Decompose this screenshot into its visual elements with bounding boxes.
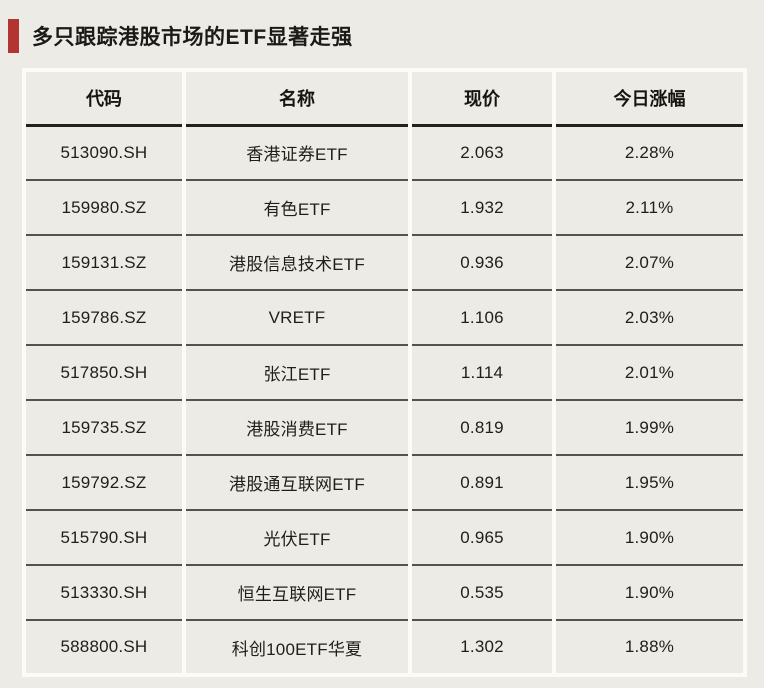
change-cell: 2.03% xyxy=(551,290,745,345)
header-cell-name: 名称 xyxy=(181,70,411,125)
table-row: 515790.SH 光伏ETF 0.965 1.90% xyxy=(24,510,745,565)
change-cell: 2.28% xyxy=(551,125,745,180)
price-cell: 0.936 xyxy=(408,235,554,290)
name-cell: VRETF xyxy=(181,290,411,345)
table-row: 159980.SZ 有色ETF 1.932 2.11% xyxy=(24,180,745,235)
code-cell: 159792.SZ xyxy=(61,472,147,492)
change-cell: 1.95% xyxy=(551,455,745,510)
price-cell: 0.535 xyxy=(408,565,554,620)
name-cell: 港股信息技术ETF xyxy=(181,235,411,290)
table-row: 159792.SZ 港股通互联网ETF 0.891 1.95% xyxy=(24,455,745,510)
change-cell: 1.88% xyxy=(551,620,745,675)
table-row: 517850.SH 张江ETF 1.114 2.01% xyxy=(24,345,745,400)
name-cell: 港股通互联网ETF xyxy=(181,455,411,510)
code-cell: 159786.SZ xyxy=(61,307,147,327)
code-cell: 513330.SH xyxy=(60,582,148,602)
table-row: 159131.SZ 港股信息技术ETF 0.936 2.07% xyxy=(24,235,745,290)
name-cell: 光伏ETF xyxy=(181,510,411,565)
change-cell: 1.99% xyxy=(551,400,745,455)
name-cell: 有色ETF xyxy=(181,180,411,235)
name-cell: 科创100ETF华夏 xyxy=(181,620,411,675)
table-row: 159786.SZ VRETF 1.106 2.03% xyxy=(24,290,745,345)
header-cell-code: 代码 xyxy=(85,88,122,109)
header-cell-change: 今日涨幅 xyxy=(551,70,745,125)
table-body: 513090.SH 香港证券ETF 2.063 2.28% 159980.SZ 有色ETF… xyxy=(24,125,745,675)
etf-table: 代码 名称 现价 今日涨幅 513090.SH 香港证券ETF 2.063 2.28%… xyxy=(22,68,747,677)
price-cell: 1.114 xyxy=(408,345,554,400)
price-cell: 1.932 xyxy=(408,180,554,235)
code-cell: 588800.SH xyxy=(60,637,148,656)
code-cell: 159131.SZ xyxy=(61,252,147,272)
header-cell-price: 现价 xyxy=(408,70,554,125)
figure-title: 多只跟踪港股市场的ETF显著走强 xyxy=(32,25,353,49)
name-cell: 恒生互联网ETF xyxy=(181,565,411,620)
table-header: 代码 名称 现价 今日涨幅 xyxy=(24,70,745,125)
change-cell: 2.07% xyxy=(551,235,745,290)
change-cell: 1.90% xyxy=(551,565,745,620)
price-cell: 1.302 xyxy=(408,620,554,675)
code-cell: 159735.SZ xyxy=(61,417,147,437)
code-cell: 159980.SZ xyxy=(61,197,147,217)
table-row: 513330.SH 恒生互联网ETF 0.535 1.90% xyxy=(24,565,745,620)
title-accent-bar xyxy=(8,19,19,53)
price-cell: 0.965 xyxy=(408,510,554,565)
price-cell: 2.063 xyxy=(408,125,554,180)
table-row: 159735.SZ 港股消费ETF 0.819 1.99% xyxy=(24,400,745,455)
table-row: 588800.SH 科创100ETF华夏 1.302 1.88% xyxy=(24,620,745,675)
change-cell: 2.11% xyxy=(551,180,745,235)
change-cell: 1.90% xyxy=(551,510,745,565)
price-cell: 0.891 xyxy=(408,455,554,510)
code-cell: 513090.SH xyxy=(60,142,148,162)
name-cell: 香港证券ETF xyxy=(181,125,411,180)
code-cell: 517850.SH xyxy=(60,362,148,382)
price-cell: 1.106 xyxy=(408,290,554,345)
figure-header: 多只跟踪港股市场的ETF显著走强 xyxy=(8,19,353,53)
table-row: 513090.SH 香港证券ETF 2.063 2.28% xyxy=(24,125,745,180)
code-cell: 515790.SH xyxy=(60,527,148,547)
name-cell: 港股消费ETF xyxy=(181,400,411,455)
name-cell: 张江ETF xyxy=(181,345,411,400)
change-cell: 2.01% xyxy=(551,345,745,400)
price-cell: 0.819 xyxy=(408,400,554,455)
header-row: 代码 名称 现价 今日涨幅 xyxy=(24,70,745,125)
